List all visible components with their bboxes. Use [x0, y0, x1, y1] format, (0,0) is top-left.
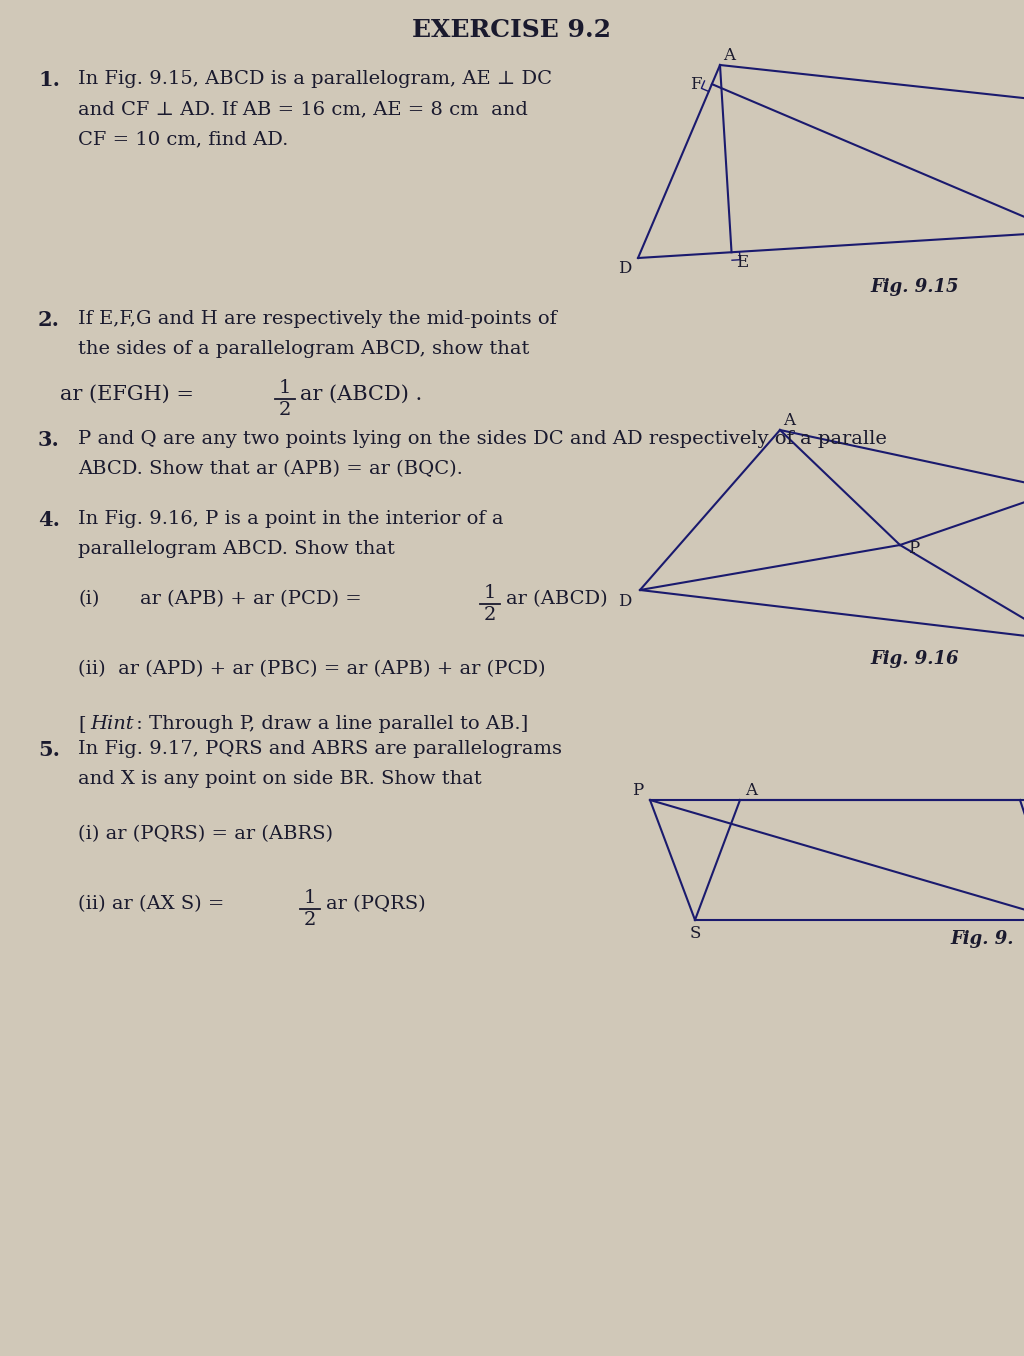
Text: Hint: Hint: [90, 715, 133, 734]
Text: and CF ⊥ AD. If AB = 16 cm, AE = 8 cm  and: and CF ⊥ AD. If AB = 16 cm, AE = 8 cm an…: [78, 100, 528, 118]
Text: (i): (i): [78, 590, 99, 607]
Text: E: E: [736, 254, 749, 271]
Text: 2: 2: [483, 606, 497, 624]
Text: 1: 1: [483, 584, 497, 602]
Text: Fig. 9.15: Fig. 9.15: [870, 278, 958, 296]
Text: (ii) ar (AX S) =: (ii) ar (AX S) =: [78, 895, 230, 913]
Text: the sides of a parallelogram ABCD, show that: the sides of a parallelogram ABCD, show …: [78, 340, 529, 358]
Text: Fig. 9.16: Fig. 9.16: [870, 650, 958, 669]
Text: P: P: [908, 540, 920, 557]
Text: P and Q are any two points lying on the sides DC and AD respectively of a parall: P and Q are any two points lying on the …: [78, 430, 887, 447]
Text: D: D: [618, 593, 632, 610]
Text: Fig. 9.: Fig. 9.: [950, 930, 1014, 948]
Text: In Fig. 9.16, P is a point in the interior of a: In Fig. 9.16, P is a point in the interi…: [78, 510, 504, 527]
Text: A: A: [783, 412, 795, 428]
Text: If E,F,G and H are respectively the mid-points of: If E,F,G and H are respectively the mid-…: [78, 311, 557, 328]
Text: In Fig. 9.15, ABCD is a parallelogram, AE ⊥ DC: In Fig. 9.15, ABCD is a parallelogram, A…: [78, 71, 552, 88]
Text: F: F: [690, 76, 701, 94]
Text: EXERCISE 9.2: EXERCISE 9.2: [413, 18, 611, 42]
Text: CF = 10 cm, find AD.: CF = 10 cm, find AD.: [78, 130, 289, 148]
Text: ar (APB) + ar (PCD) =: ar (APB) + ar (PCD) =: [140, 590, 368, 607]
Text: ar (EFGH) =: ar (EFGH) =: [60, 385, 201, 404]
Text: P: P: [632, 782, 643, 799]
Text: A: A: [745, 782, 757, 799]
Text: ar (PQRS): ar (PQRS): [326, 895, 426, 913]
Text: 1: 1: [279, 378, 291, 397]
Text: A: A: [723, 47, 735, 64]
Text: S: S: [690, 925, 701, 942]
Text: 5.: 5.: [38, 740, 60, 759]
Text: (ii)  ar (APD) + ar (PBC) = ar (APB) + ar (PCD): (ii) ar (APD) + ar (PBC) = ar (APB) + ar…: [78, 660, 546, 678]
Text: 4.: 4.: [38, 510, 60, 530]
Text: 2: 2: [304, 911, 316, 929]
Text: : Through P, draw a line parallel to AB.]: : Through P, draw a line parallel to AB.…: [130, 715, 528, 734]
Text: 1.: 1.: [38, 71, 60, 89]
Text: and X is any point on side BR. Show that: and X is any point on side BR. Show that: [78, 770, 481, 788]
Text: D: D: [618, 260, 632, 277]
Text: 2.: 2.: [38, 311, 60, 330]
Text: 1: 1: [304, 890, 316, 907]
Text: In Fig. 9.17, PQRS and ABRS are parallelograms: In Fig. 9.17, PQRS and ABRS are parallel…: [78, 740, 562, 758]
Text: parallelogram ABCD. Show that: parallelogram ABCD. Show that: [78, 540, 395, 559]
Text: [: [: [78, 715, 86, 734]
Text: 2: 2: [279, 401, 291, 419]
Text: ar (ABCD) .: ar (ABCD) .: [300, 385, 422, 404]
Text: 3.: 3.: [38, 430, 59, 450]
Text: (i) ar (PQRS) = ar (ABRS): (i) ar (PQRS) = ar (ABRS): [78, 824, 333, 843]
Text: ar (ABCD): ar (ABCD): [506, 590, 607, 607]
Text: ABCD. Show that ar (APB) = ar (BQC).: ABCD. Show that ar (APB) = ar (BQC).: [78, 460, 463, 479]
